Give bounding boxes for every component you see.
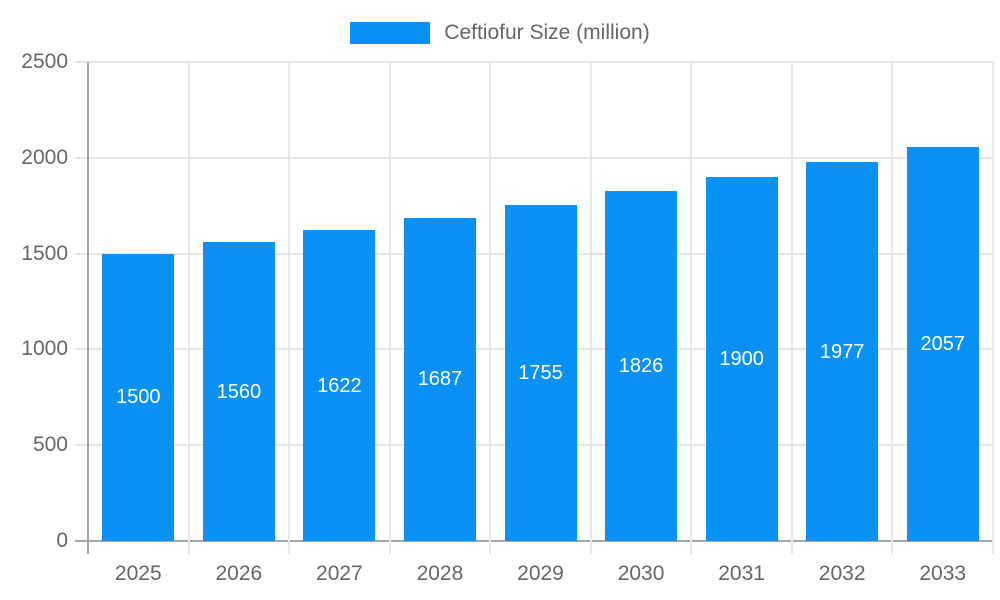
bar-2032[interactable]: 1977 [806,162,879,541]
x-axis-label-2028: 2028 [416,562,464,585]
gridline-x-6 [690,62,693,554]
y-axis-label-1000: 1000 [21,337,68,361]
x-axis-label-2026: 2026 [215,562,263,585]
bar-2031[interactable]: 1900 [705,176,778,541]
gridline-y-0 [75,540,993,542]
bar-2025[interactable]: 1500 [102,253,175,541]
bar-value-label-2030: 1826 [618,355,664,378]
bar-2029[interactable]: 1755 [504,204,577,541]
gridline-x-1 [187,62,190,554]
x-axis-label-2030: 2030 [617,562,665,585]
gridline-x-8 [891,62,894,554]
bar-value-label-2027: 1622 [317,374,362,397]
x-axis-label-2025: 2025 [114,562,162,585]
gridline-y-2500 [75,61,993,63]
x-axis-label-2027: 2027 [316,562,363,585]
legend-swatch [350,22,431,44]
x-axis-label-2033: 2033 [919,562,967,585]
legend-label: Ceftiofur Size (million) [444,21,650,44]
y-axis-label-1500: 1500 [21,241,68,265]
gridline-x-3 [388,62,391,554]
bar-value-label-2032: 1977 [819,340,865,363]
bar-value-label-2028: 1687 [417,368,463,391]
bar-2028[interactable]: 1687 [403,217,476,541]
bar-2030[interactable]: 1826 [605,191,678,541]
bar-2033[interactable]: 2057 [906,146,979,541]
gridline-y-2000 [75,156,993,159]
gridline-x-0 [87,62,89,554]
y-axis-label-0: 0 [56,529,68,552]
bar-value-label-2026: 1560 [216,380,262,403]
y-axis-label-2000: 2000 [21,145,68,169]
bar-2026[interactable]: 1560 [202,242,275,541]
bar-value-label-2031: 1900 [719,347,764,370]
bar-value-label-2029: 1755 [518,361,563,384]
x-axis-label-2029: 2029 [517,562,564,585]
x-axis-label-2032: 2032 [818,562,866,585]
bar-value-label-2033: 2057 [920,332,965,355]
gridline-x-2 [288,62,291,554]
gridline-x-5 [589,62,592,554]
bar-2027[interactable]: 1622 [303,230,376,541]
bar-value-label-2025: 1500 [116,386,161,409]
legend[interactable]: Ceftiofur Size (million) [0,21,1000,45]
gridline-x-4 [489,62,492,554]
y-axis-label-2500: 2500 [21,50,68,73]
x-axis-label-2031: 2031 [718,562,765,585]
gridline-x-9 [992,62,994,554]
gridline-x-7 [790,62,793,554]
y-axis-label-500: 500 [32,433,68,457]
